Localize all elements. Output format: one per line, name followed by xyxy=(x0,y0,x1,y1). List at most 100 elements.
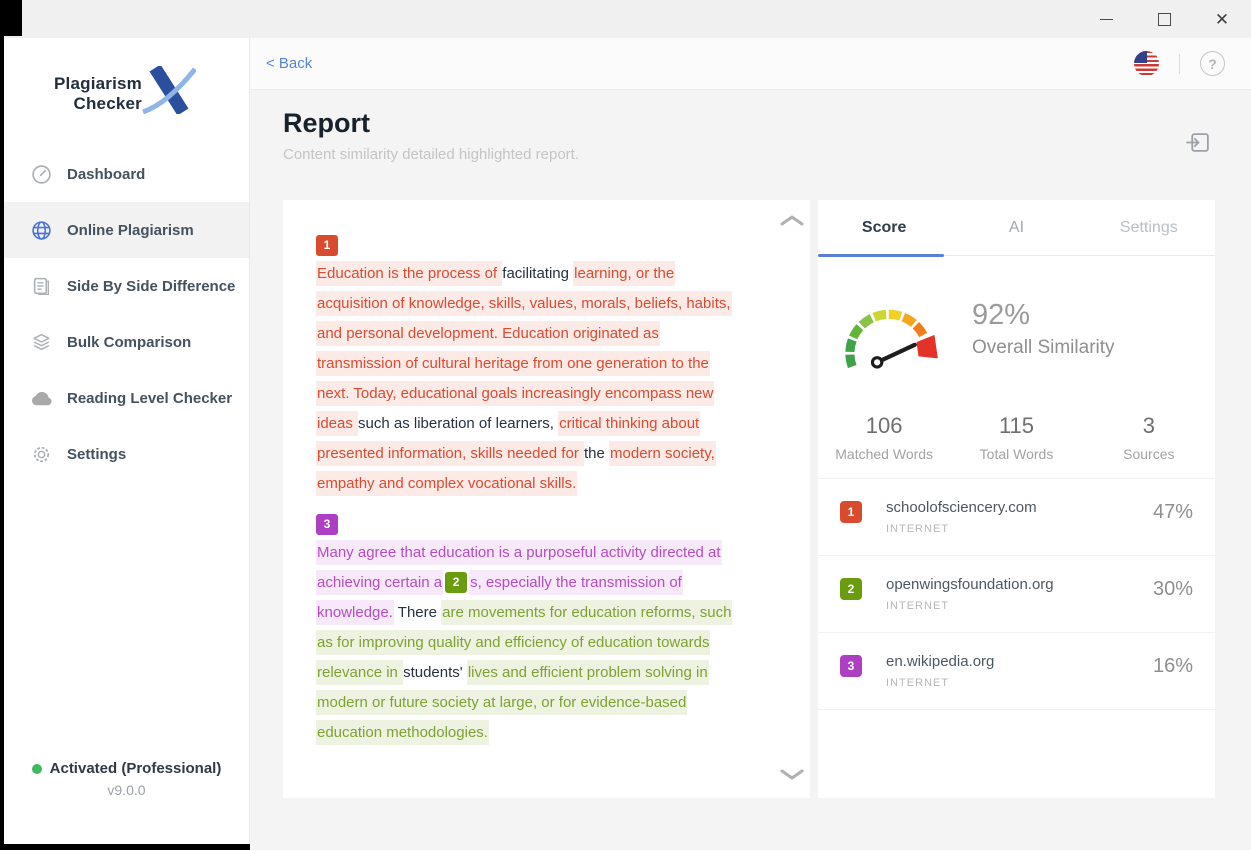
score-panel-tabs: Score AI Settings xyxy=(818,200,1215,257)
sidebar-item-side-by-side-difference[interactable]: Side By Side Difference xyxy=(4,258,249,314)
sidebar-item-settings[interactable]: Settings xyxy=(4,426,249,482)
main-area: < Back ? Report Content similarity detai… xyxy=(250,38,1251,850)
active-tab-underline xyxy=(818,254,944,257)
sidebar-item-label: Bulk Comparison xyxy=(67,333,192,351)
similarity-gauge-icon xyxy=(842,278,946,379)
source-match-percent: 47% xyxy=(1152,501,1193,523)
source-row-schoolofsciencery-com[interactable]: 1 schoolofsciencery.com INTERNET 47% xyxy=(818,479,1215,556)
sidebar-nav: Dashboard Online Plagiarism Side By Side D… xyxy=(4,146,249,482)
window-controls: ✕ xyxy=(1077,0,1251,38)
topbar-divider xyxy=(1179,53,1180,74)
overall-similarity-label: Overall Similarity xyxy=(972,336,1115,358)
topbar: < Back ? xyxy=(250,38,1251,90)
stat-value: 115 xyxy=(998,413,1035,438)
logo-line2: Checker xyxy=(73,93,142,113)
window-frame-bottom-edge xyxy=(0,844,250,850)
source-type: INTERNET xyxy=(886,523,949,535)
match-badge-1[interactable]: 1 xyxy=(316,235,338,256)
activation-status: Activated (Professional) xyxy=(49,760,222,777)
sidebar-item-reading-level-checker[interactable]: Reading Level Checker xyxy=(4,370,249,426)
source-number-badge: 1 xyxy=(840,501,862,523)
stat-sources: 3 Sources xyxy=(1083,413,1215,462)
score-panel: Score AI Settings xyxy=(818,200,1215,798)
stat-total-words: 115 Total Words xyxy=(950,413,1082,462)
source-number-badge: 3 xyxy=(840,655,862,677)
source-info: en.wikipedia.org INTERNET xyxy=(886,653,1153,689)
matched-text-source-1: learning, or the acquisition of knowledg… xyxy=(316,261,732,436)
close-button[interactable]: ✕ xyxy=(1193,0,1251,38)
plain-text: facilitating xyxy=(502,265,574,282)
app-logo-text: Plagiarism Checker xyxy=(54,74,142,114)
highlighted-report-text: 1 Education is the process of facilitatin… xyxy=(316,230,744,748)
activation-block: Activated (Professional) v9.0.0 xyxy=(4,760,249,798)
topbar-icons: ? xyxy=(1134,51,1225,76)
page-title: Report xyxy=(283,108,370,138)
scroll-down-chevron-icon[interactable] xyxy=(780,767,804,785)
back-link[interactable]: < Back xyxy=(266,55,313,72)
logo-x-mark-icon xyxy=(138,64,197,119)
match-badge-2[interactable]: 2 xyxy=(445,572,468,593)
stat-label: Sources xyxy=(1123,446,1175,462)
overall-similarity-percent: 92% xyxy=(972,298,1031,331)
match-badge-3[interactable]: 3 xyxy=(316,514,338,535)
scroll-up-chevron-icon[interactable] xyxy=(780,213,804,231)
source-row-openwingsfoundation-org[interactable]: 2 openwingsfoundation.org INTERNET 30% xyxy=(818,556,1215,633)
language-flag-icon[interactable] xyxy=(1134,51,1159,76)
app-version: v9.0.0 xyxy=(107,782,146,798)
layers-icon xyxy=(31,332,55,353)
source-match-percent: 16% xyxy=(1152,655,1193,677)
tab-ai[interactable]: AI xyxy=(1008,218,1025,236)
sidebar-item-label: Settings xyxy=(67,445,127,463)
report-paragraph: 1 Education is the process of facilitatin… xyxy=(316,230,744,499)
tab-settings[interactable]: Settings xyxy=(1119,218,1178,236)
source-number-badge: 2 xyxy=(840,578,862,600)
paragraph-badge-row: 1 xyxy=(316,230,744,256)
sidebar-item-label: Dashboard xyxy=(67,165,146,183)
close-icon: ✕ xyxy=(1214,9,1230,29)
stat-label: Total Words xyxy=(979,446,1054,462)
activation-status-dot xyxy=(31,763,42,774)
maximize-button[interactable] xyxy=(1135,0,1193,38)
report-stats: 106 Matched Words 115 Total Words 3 Sources xyxy=(818,413,1215,462)
similarity-gauge-row: 92% Overall Similarity xyxy=(842,278,1215,379)
app-logo: Plagiarism Checker xyxy=(54,64,249,119)
source-row-en-wikipedia-org[interactable]: 3 en.wikipedia.org INTERNET 16% xyxy=(818,633,1215,710)
gear-icon xyxy=(31,444,55,465)
stat-label: Matched Words xyxy=(835,446,934,462)
source-domain: openwingsfoundation.org xyxy=(886,576,1054,593)
sidebar: Plagiarism Checker Dashboard Online Plagi… xyxy=(4,38,250,844)
source-domain: en.wikipedia.org xyxy=(886,653,995,670)
plain-text: the xyxy=(583,445,610,462)
tab-score[interactable]: Score xyxy=(861,218,907,236)
plain-text: students' xyxy=(403,664,467,681)
stat-value: 106 xyxy=(865,413,903,438)
source-info: schoolofsciencery.com INTERNET xyxy=(886,499,1153,535)
sidebar-item-label: Online Plagiarism xyxy=(67,221,194,239)
sidebar-item-bulk-comparison[interactable]: Bulk Comparison xyxy=(4,314,249,370)
paragraph-badge-row: 3 xyxy=(316,509,744,535)
source-domain: schoolofsciencery.com xyxy=(886,499,1037,516)
dashboard-gauge-icon xyxy=(31,164,55,185)
document-panel: 1 Education is the process of facilitatin… xyxy=(283,200,810,798)
page-subtitle: Content similarity detailed highlighted … xyxy=(283,146,579,163)
export-report-button[interactable] xyxy=(1186,130,1211,160)
sidebar-item-dashboard[interactable]: Dashboard xyxy=(4,146,249,202)
source-info: openwingsfoundation.org INTERNET xyxy=(886,576,1153,612)
maximize-icon xyxy=(1157,12,1171,26)
sidebar-item-label: Side By Side Difference xyxy=(67,277,236,295)
stat-matched-words: 106 Matched Words xyxy=(818,413,950,462)
window-frame-left-edge xyxy=(0,36,4,850)
plain-text: There xyxy=(393,604,442,621)
source-type: INTERNET xyxy=(886,600,949,612)
source-type: INTERNET xyxy=(886,677,949,689)
sidebar-item-online-plagiarism[interactable]: Online Plagiarism xyxy=(4,202,249,258)
logo-line1: Plagiarism xyxy=(54,73,142,93)
paragraph-text: Education is the process of facilitating… xyxy=(316,259,744,499)
sidebar-item-label: Reading Level Checker xyxy=(67,389,233,407)
window-frame-corner xyxy=(0,0,22,36)
minimize-button[interactable] xyxy=(1077,0,1135,38)
source-list: 1 schoolofsciencery.com INTERNET 47% 2 openwi… xyxy=(818,478,1215,710)
report-paragraph: 3 Many agree that education is a purposef… xyxy=(316,509,744,748)
help-icon[interactable]: ? xyxy=(1200,51,1225,76)
